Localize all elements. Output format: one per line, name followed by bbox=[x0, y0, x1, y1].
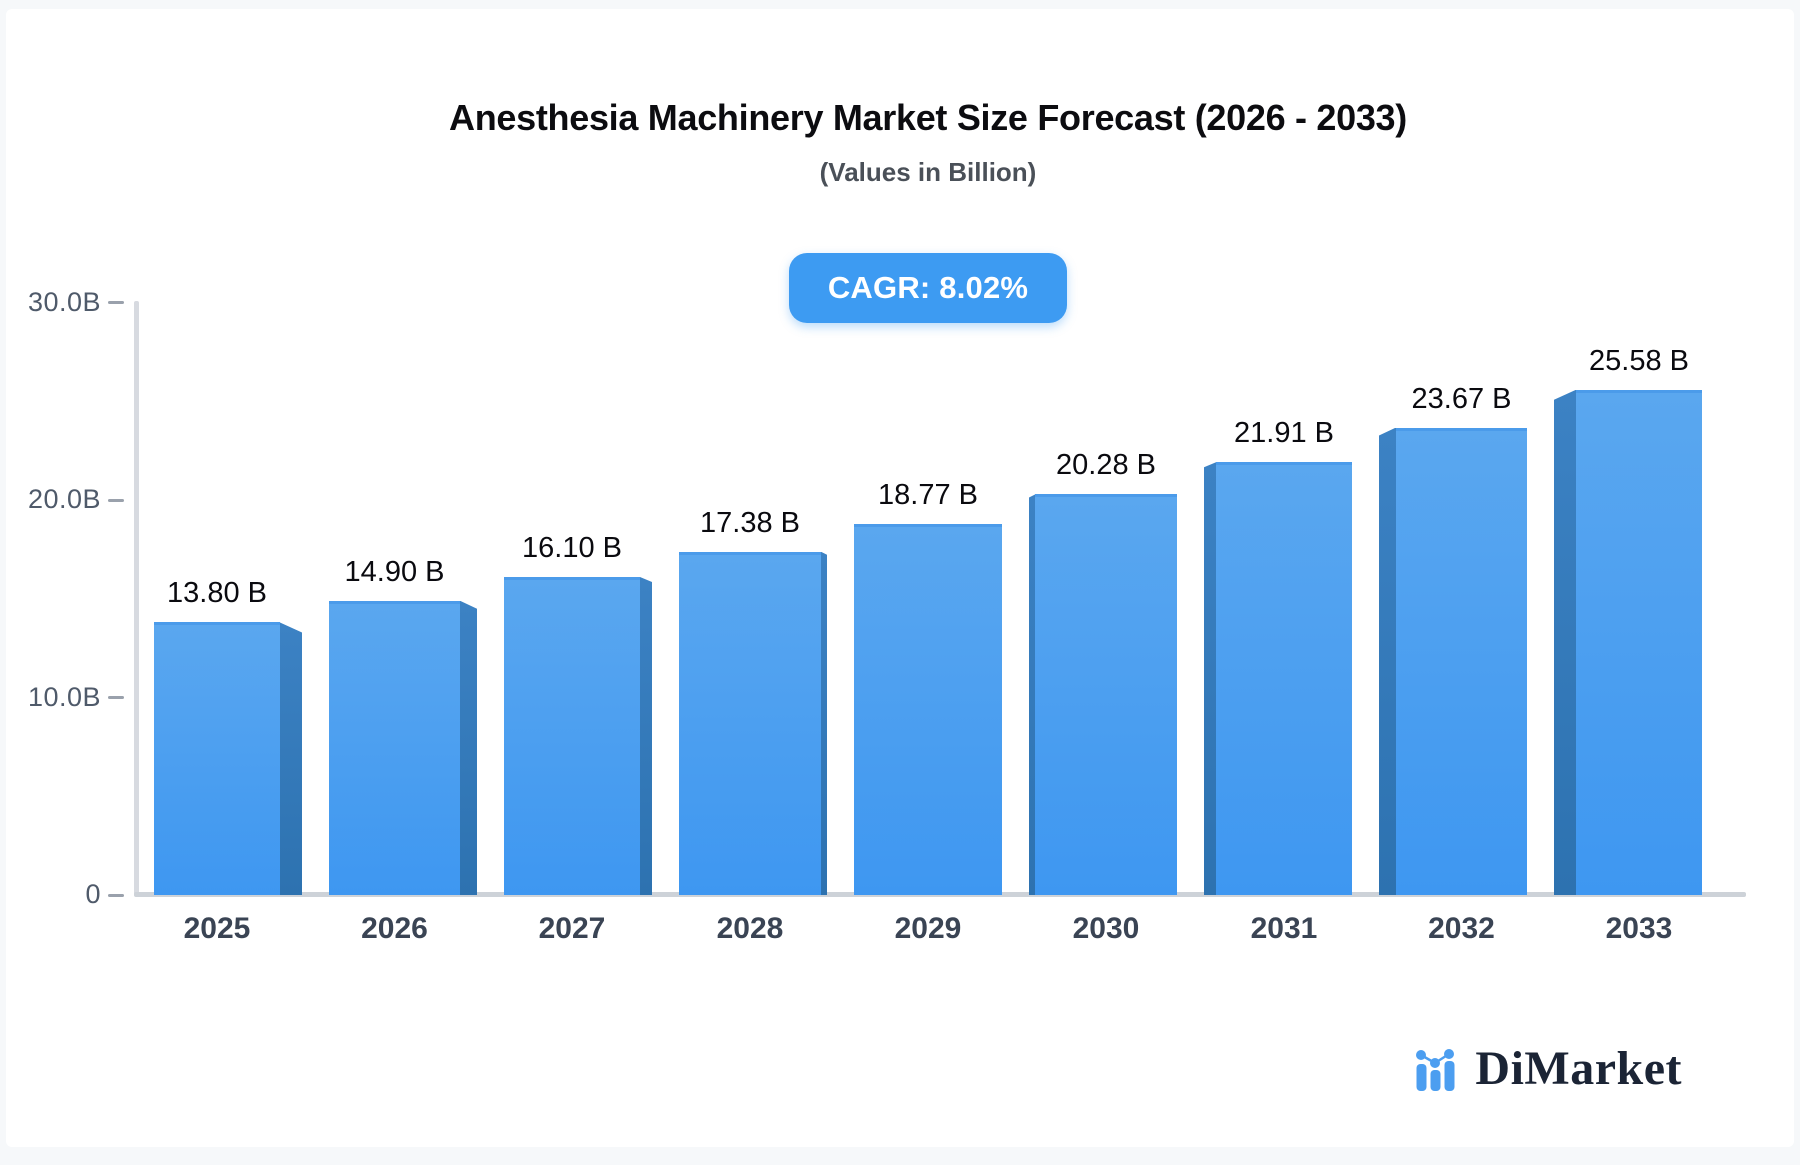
bar-value-label: 21.91 B bbox=[1234, 417, 1334, 450]
bar-face bbox=[154, 622, 280, 895]
bar-face bbox=[329, 600, 460, 895]
bar-2030 bbox=[1029, 494, 1177, 895]
bar-2028 bbox=[679, 551, 827, 895]
bar-chart-logo-icon bbox=[1416, 1048, 1455, 1091]
bar-face bbox=[854, 524, 1002, 895]
x-category-label: 2032 bbox=[1428, 912, 1495, 945]
y-tick-label: 30.0B bbox=[27, 286, 101, 317]
cagr-badge: CAGR: 8.02% bbox=[789, 253, 1067, 323]
y-tick-label: 0 bbox=[85, 879, 101, 909]
bar-face bbox=[1576, 389, 1702, 895]
y-tick-mark bbox=[108, 893, 124, 897]
y-tick-label: 10.0B bbox=[27, 681, 101, 712]
bar-3d-side bbox=[1029, 494, 1035, 895]
y-tick-mark bbox=[108, 696, 124, 699]
bar-3d-side bbox=[1204, 462, 1216, 895]
bar-2026 bbox=[329, 600, 477, 895]
chart-header: Anesthesia Machinery Market Size Forecas… bbox=[50, 9, 1800, 188]
chart-subtitle: (Values in Billion) bbox=[819, 157, 1037, 187]
x-category-label: 2027 bbox=[538, 912, 606, 945]
cagr-badge-label: CAGR: 8.02% bbox=[827, 270, 1029, 305]
bar-3d-side bbox=[1379, 427, 1396, 895]
x-category-label: 2028 bbox=[716, 912, 784, 945]
bar-value-label: 14.90 B bbox=[344, 555, 445, 588]
bar-2025 bbox=[154, 622, 302, 895]
bar-value-label: 16.10 B bbox=[522, 532, 622, 565]
y-tick-mark bbox=[108, 301, 124, 304]
x-category-label: 2031 bbox=[1250, 912, 1318, 945]
x-category-label: 2030 bbox=[1072, 912, 1140, 945]
bar-3d-side bbox=[280, 622, 302, 895]
y-axis-line bbox=[134, 301, 139, 895]
x-category-label: 2026 bbox=[361, 912, 428, 945]
plot-area: 30.0B 20.0B 10.0B 0 13.80 B 2025 14.90 B 2026 16… bbox=[6, 9, 1800, 1165]
bar-value-label: 20.28 B bbox=[1056, 449, 1156, 482]
bar-value-label: 18.77 B bbox=[878, 479, 978, 512]
bar-value-label: 23.67 B bbox=[1411, 382, 1512, 415]
bar-face bbox=[504, 577, 640, 895]
x-category-label: 2025 bbox=[183, 912, 251, 945]
y-tick-mark bbox=[108, 498, 124, 502]
bar-face bbox=[679, 551, 821, 895]
bar-2029 bbox=[854, 524, 1002, 895]
y-tick-label: 20.0B bbox=[27, 484, 101, 514]
bar-3d-side bbox=[1554, 389, 1576, 895]
bar-value-label: 25.58 B bbox=[1589, 344, 1689, 377]
bar-value-label: 13.80 B bbox=[167, 577, 267, 610]
bar-2031 bbox=[1204, 462, 1352, 895]
bar-2033 bbox=[1554, 389, 1702, 895]
bar-2032 bbox=[1379, 427, 1527, 895]
chart-title: Anesthesia Machinery Market Size Forecas… bbox=[449, 97, 1407, 138]
bar-3d-side bbox=[460, 600, 477, 895]
bar-face bbox=[1035, 494, 1177, 895]
bar-face bbox=[1216, 462, 1352, 895]
brand-name: DiMarket bbox=[1475, 1042, 1682, 1095]
brand-logo: DiMarket bbox=[1415, 1041, 1682, 1096]
bar-2027 bbox=[504, 577, 652, 895]
bar-face bbox=[1396, 427, 1527, 895]
chart-card: Anesthesia Machinery Market Size Forecas… bbox=[6, 9, 1794, 1147]
x-category-label: 2029 bbox=[894, 912, 962, 945]
bar-3d-side bbox=[821, 551, 827, 895]
bar-3d-side bbox=[640, 577, 652, 895]
bar-value-label: 17.38 B bbox=[700, 506, 800, 539]
x-category-label: 2033 bbox=[1605, 912, 1673, 945]
